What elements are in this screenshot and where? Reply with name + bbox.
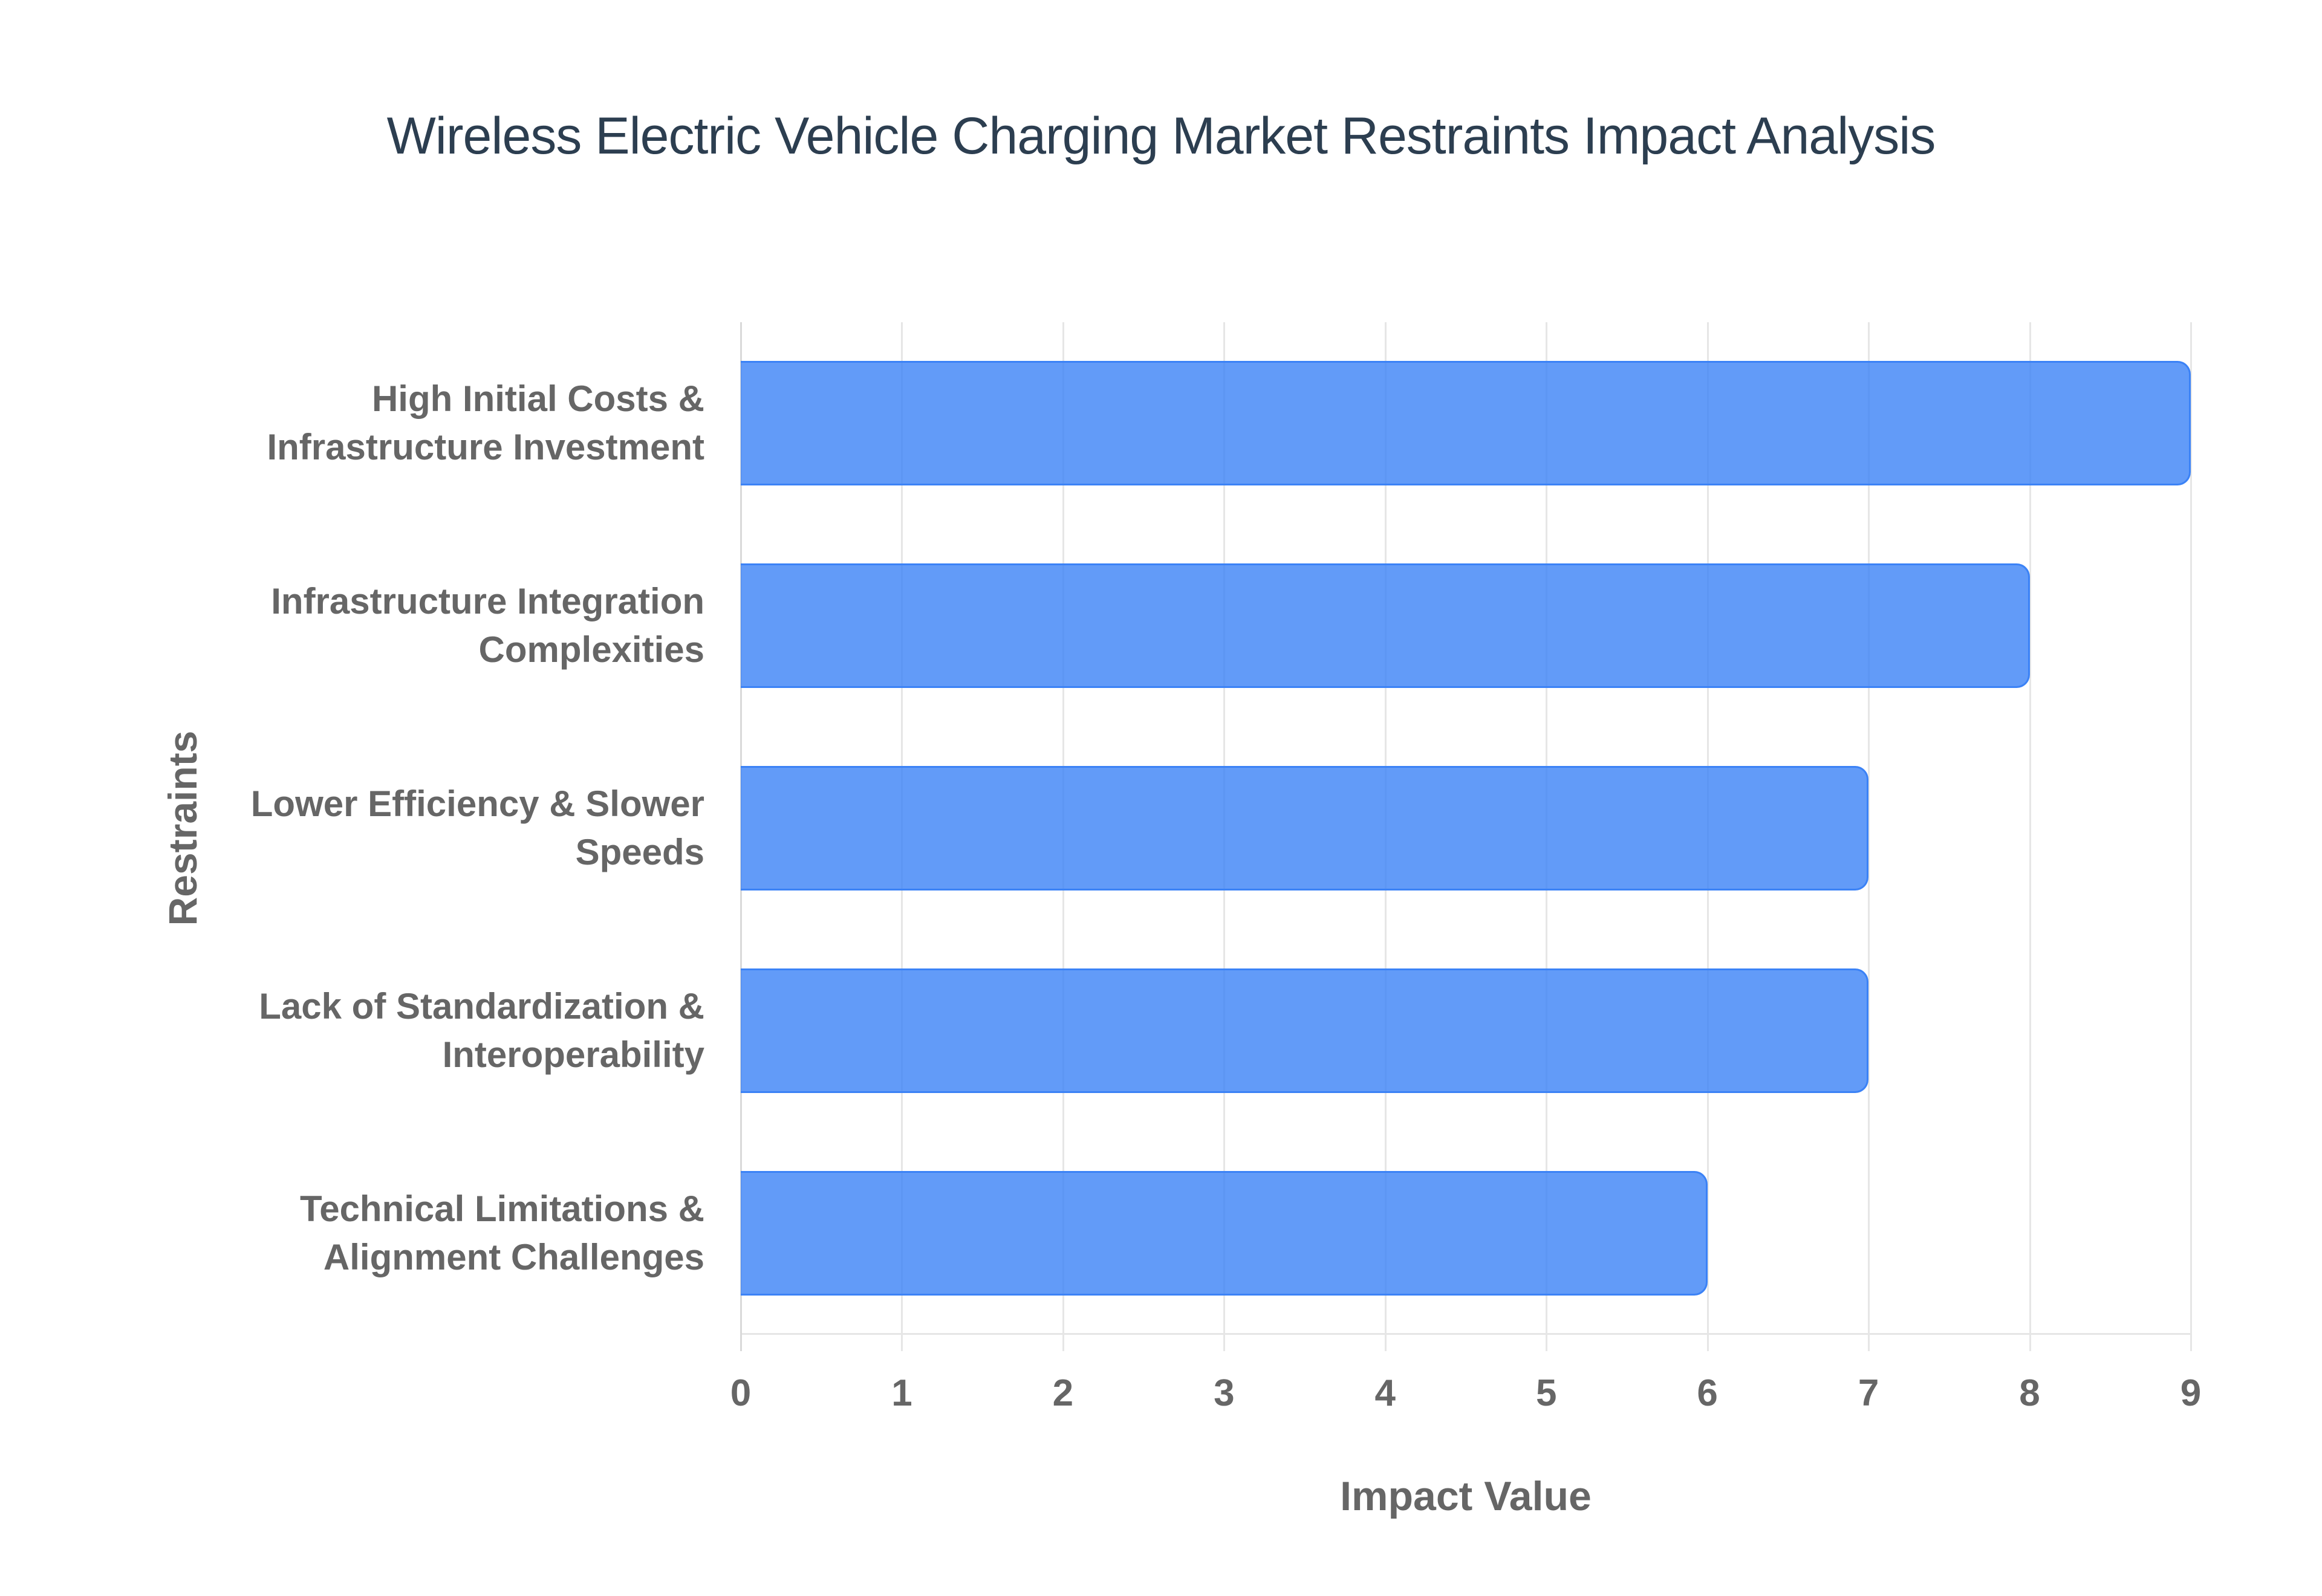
y-axis-label-line: Alignment Challenges <box>323 1236 704 1277</box>
bar[interactable] <box>741 361 2191 486</box>
bar[interactable] <box>741 1170 1708 1296</box>
y-axis-label-line: Lack of Standardization & <box>259 985 704 1027</box>
y-axis-label-line: Technical Limitations & <box>300 1188 704 1229</box>
x-tick-label: 3 <box>1214 1372 1235 1414</box>
y-axis-label-line: Interoperability <box>442 1034 704 1075</box>
x-tick-label: 2 <box>1052 1372 1074 1414</box>
y-axis-label-line: Lower Efficiency & Slower <box>250 783 704 824</box>
x-tick-label: 4 <box>1374 1372 1396 1414</box>
gridline <box>1868 322 1870 1351</box>
x-axis-title: Impact Value <box>1340 1473 1592 1519</box>
gridline <box>2029 322 2031 1351</box>
plot-area <box>740 322 2192 1351</box>
x-tick-label: 7 <box>1858 1372 1879 1414</box>
y-axis-label-line: Infrastructure Integration <box>271 581 704 622</box>
x-axis-line <box>741 1333 2191 1335</box>
y-axis-label: Lower Efficiency & Slower Speeds <box>100 780 704 877</box>
x-tick-label: 6 <box>1697 1372 1718 1414</box>
y-axis-label: High Initial Costs & Infrastructure Inves… <box>100 375 704 472</box>
gridline <box>2190 322 2192 1351</box>
x-tick-label: 0 <box>730 1372 752 1414</box>
bar[interactable] <box>741 968 1869 1093</box>
x-tick-label: 5 <box>1535 1372 1557 1414</box>
y-axis-label-line: High Initial Costs & <box>371 378 704 420</box>
y-axis-label-line: Speeds <box>575 832 704 872</box>
y-axis-label: Lack of Standardization & Interoperabilit… <box>100 982 704 1079</box>
y-axis-label-line: Complexities <box>478 629 704 670</box>
bar[interactable] <box>741 766 1869 890</box>
bar[interactable] <box>741 563 2030 689</box>
x-tick-label: 8 <box>2019 1372 2040 1414</box>
y-axis-label-line: Infrastructure Investment <box>267 427 704 468</box>
y-axis-label: Infrastructure Integration Complexities <box>100 577 704 674</box>
chart-title: Wireless Electric Vehicle Charging Marke… <box>386 107 1936 165</box>
y-axis-label: Technical Limitations & Alignment Challen… <box>100 1185 704 1282</box>
x-tick-label: 9 <box>2180 1372 2202 1414</box>
x-tick-label: 1 <box>891 1372 912 1414</box>
